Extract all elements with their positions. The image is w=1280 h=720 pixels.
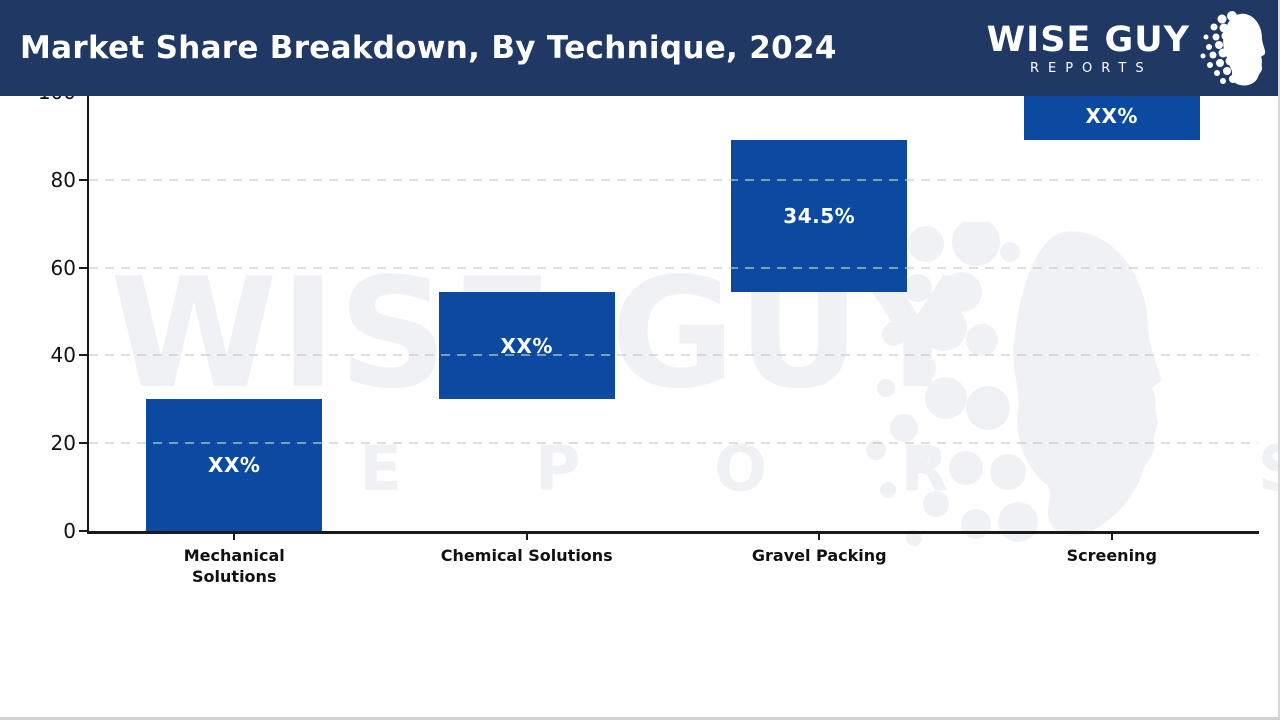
x-category-label: Mechanical Solutions	[183, 546, 285, 587]
header-bar: Market Share Breakdown, By Technique, 20…	[0, 0, 1280, 96]
chart-area: 020406080100XX%Mechanical SolutionsXX%Ch…	[38, 72, 1259, 587]
y-tick-label: 40	[50, 343, 76, 368]
bar-chemical-solutions: XX%	[438, 291, 615, 400]
gridline-80	[89, 178, 1258, 181]
brand-head-icon	[1200, 11, 1266, 86]
x-tick-mark	[1110, 533, 1113, 540]
bar-gravel-packing: 34.5%	[731, 140, 908, 292]
y-tick-mark	[79, 354, 87, 357]
brand-text: WISE GUY REPORTS	[986, 19, 1190, 77]
x-tick-mark	[233, 533, 236, 540]
bar-value-label: XX%	[500, 333, 553, 358]
bar-value-label: 34.5%	[783, 204, 856, 228]
brand-logo: WISE GUY REPORTS	[987, 11, 1268, 87]
y-tick-mark	[79, 178, 87, 181]
x-category-label: Screening	[1066, 546, 1157, 565]
y-axis-spine	[87, 72, 89, 533]
gridline-60	[89, 266, 1258, 269]
x-tick-mark	[525, 533, 528, 540]
y-tick-mark	[79, 530, 87, 532]
bar-value-label: XX%	[1085, 104, 1138, 129]
x-axis-spine	[87, 531, 1259, 534]
gridline-20	[89, 442, 1258, 445]
brand-name: WISE GUY	[986, 19, 1190, 60]
y-tick-label: 60	[50, 255, 76, 280]
y-tick-mark	[79, 442, 87, 445]
bar-mechanical-solutions: XX%	[146, 399, 323, 531]
x-tick-mark	[818, 533, 821, 540]
page-title: Market Share Breakdown, By Technique, 20…	[20, 30, 837, 66]
x-category-label: Gravel Packing	[751, 546, 887, 565]
y-tick-label: 20	[50, 431, 76, 456]
bar-value-label: XX%	[208, 453, 261, 478]
brand-subname: REPORTS	[1029, 61, 1153, 77]
gridline-40	[89, 354, 1258, 357]
bar-screening: XX%	[1023, 92, 1200, 141]
x-category-label: Chemical Solutions	[440, 546, 613, 565]
y-tick-mark	[79, 266, 87, 269]
y-tick-label: 80	[50, 167, 76, 192]
y-tick-label: 0	[63, 519, 76, 543]
